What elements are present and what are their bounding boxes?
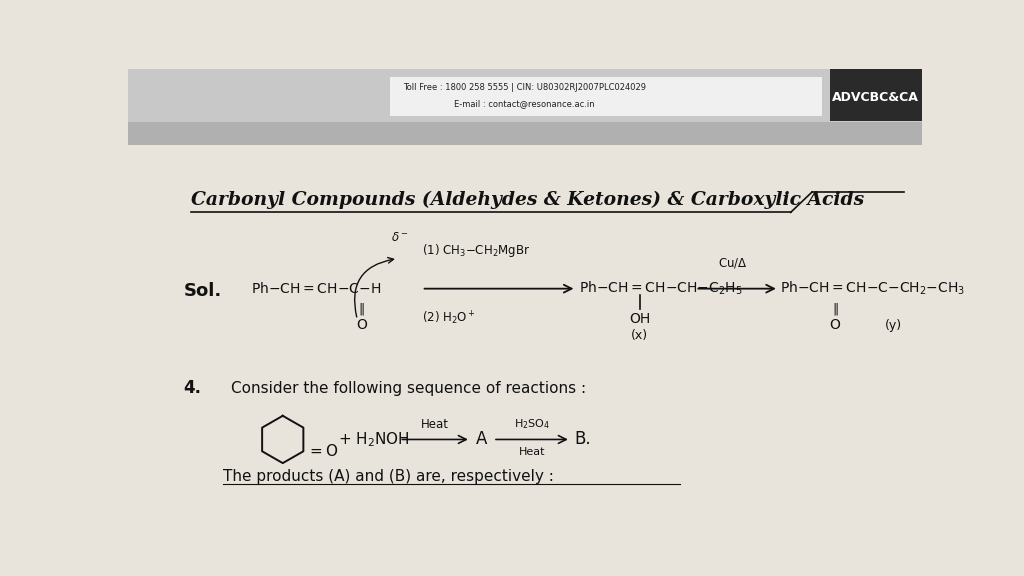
Text: $+$ H$_2$NOH: $+$ H$_2$NOH	[338, 430, 411, 449]
Text: (2) H$_2$O$^+$: (2) H$_2$O$^+$	[422, 310, 475, 327]
Text: A: A	[475, 430, 487, 449]
Text: Heat: Heat	[421, 419, 450, 431]
Text: Consider the following sequence of reactions :: Consider the following sequence of react…	[231, 381, 587, 396]
Text: Toll Free : 1800 258 5555 | CIN: U80302RJ2007PLC024029: Toll Free : 1800 258 5555 | CIN: U80302R…	[403, 84, 646, 92]
FancyBboxPatch shape	[128, 69, 922, 122]
Text: (1) CH$_3$$-$CH$_2$MgBr: (1) CH$_3$$-$CH$_2$MgBr	[422, 241, 530, 259]
FancyBboxPatch shape	[830, 69, 922, 122]
Text: Carbonyl Compounds (Aldehydes & Ketones) & Carboxylic Acids: Carbonyl Compounds (Aldehydes & Ketones)…	[191, 191, 864, 209]
Text: Heat: Heat	[519, 447, 545, 457]
Text: Cu/$\Delta$: Cu/$\Delta$	[718, 256, 748, 270]
Text: The products (A) and (B) are, respectively :: The products (A) and (B) are, respective…	[223, 469, 554, 484]
Text: $\delta^-$: $\delta^-$	[391, 232, 409, 244]
Text: Sol.: Sol.	[183, 282, 222, 300]
Text: ADVCBC&CA: ADVCBC&CA	[833, 92, 919, 104]
Text: Ph$-$CH$=$CH$-$C$-$CH$_2$$-$CH$_3$: Ph$-$CH$=$CH$-$C$-$CH$_2$$-$CH$_3$	[780, 280, 966, 297]
Text: OH: OH	[629, 312, 650, 326]
Text: (x): (x)	[632, 329, 648, 342]
Text: $=$O: $=$O	[307, 444, 339, 459]
Text: Ph$-$CH$=$CH$-$CH$-$C$_2$H$_5$: Ph$-$CH$=$CH$-$CH$-$C$_2$H$_5$	[579, 280, 742, 297]
Text: O: O	[356, 318, 367, 332]
Text: H$_2$SO$_4$: H$_2$SO$_4$	[514, 417, 550, 431]
Text: $\Vert$: $\Vert$	[358, 301, 365, 317]
Text: Ph$-$CH$=$CH$-$C$-$H: Ph$-$CH$=$CH$-$C$-$H	[251, 281, 381, 296]
Text: B.: B.	[574, 430, 592, 449]
Text: O: O	[829, 318, 841, 332]
Text: E-mail : contact@resonance.ac.in: E-mail : contact@resonance.ac.in	[455, 99, 595, 108]
Text: 4.: 4.	[183, 380, 202, 397]
Text: $\Vert$: $\Vert$	[831, 301, 839, 317]
FancyBboxPatch shape	[390, 77, 822, 116]
FancyBboxPatch shape	[128, 122, 922, 145]
Text: (y): (y)	[886, 319, 902, 332]
